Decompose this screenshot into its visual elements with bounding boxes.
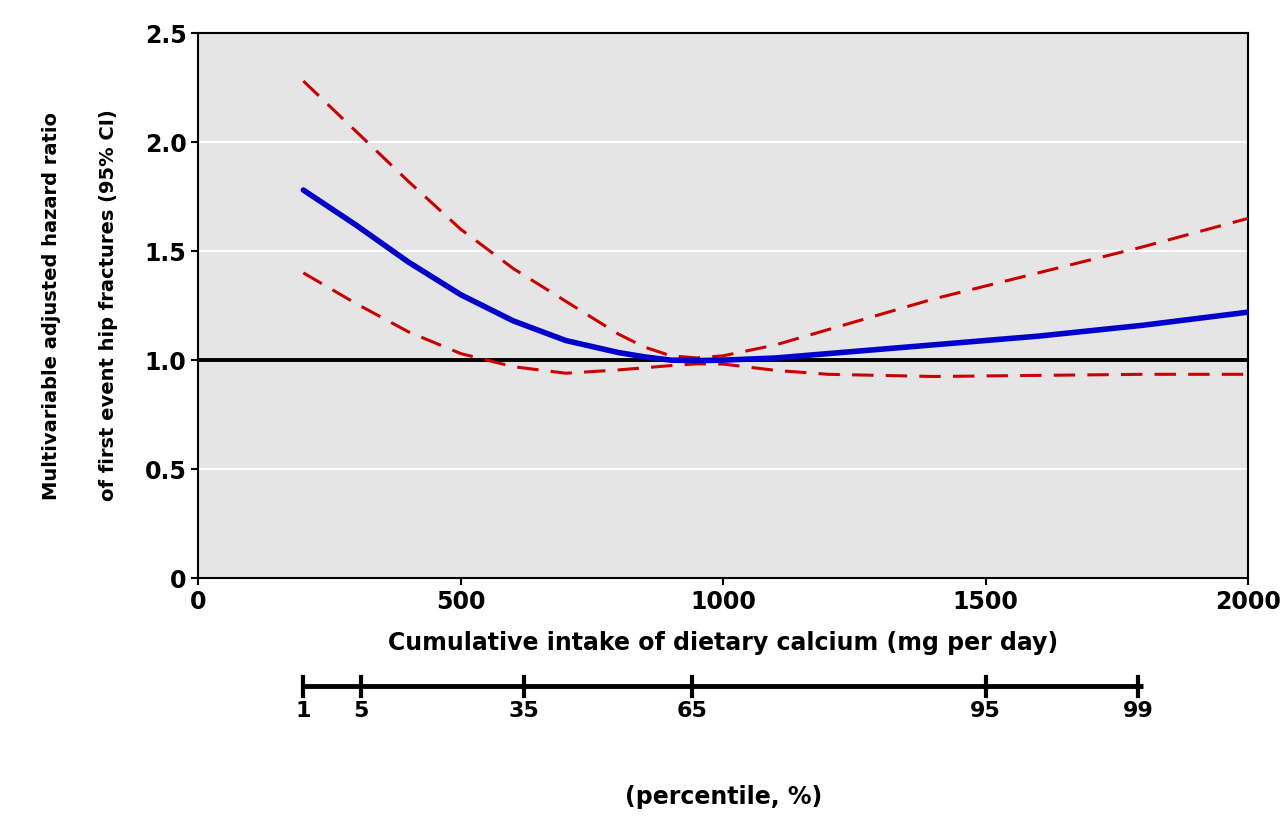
Text: 35: 35 <box>508 700 539 720</box>
Text: 1: 1 <box>296 700 311 720</box>
Text: 65: 65 <box>676 700 707 720</box>
Text: 5: 5 <box>353 700 369 720</box>
X-axis label: Cumulative intake of dietary calcium (mg per day): Cumulative intake of dietary calcium (mg… <box>388 631 1059 655</box>
Text: 99: 99 <box>1123 700 1153 720</box>
Text: of first event hip fractures (95% CI): of first event hip fractures (95% CI) <box>100 110 118 501</box>
Text: Multivariable adjusted hazard ratio: Multivariable adjusted hazard ratio <box>42 112 60 500</box>
Text: (percentile, %): (percentile, %) <box>625 786 822 809</box>
Text: 95: 95 <box>970 700 1001 720</box>
